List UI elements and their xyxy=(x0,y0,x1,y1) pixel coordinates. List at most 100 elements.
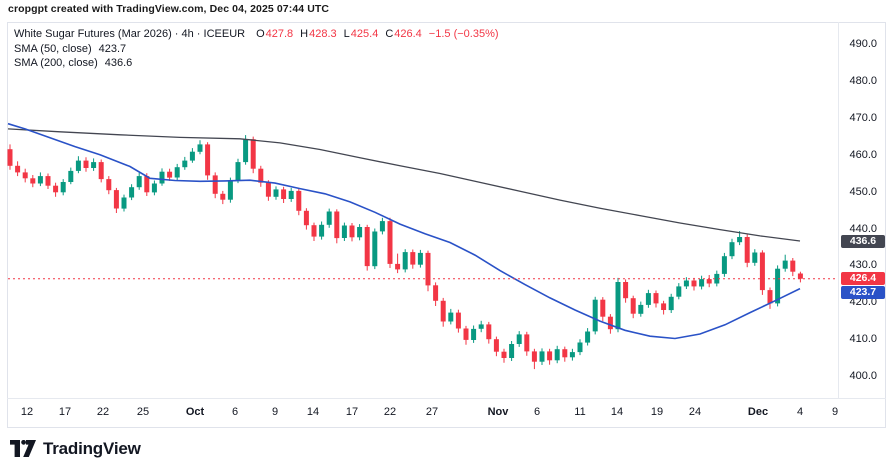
chart-plot-area[interactable] xyxy=(7,22,838,398)
candle xyxy=(440,297,446,327)
candle xyxy=(623,279,629,303)
high-label: H xyxy=(300,28,309,40)
close-label: C xyxy=(385,28,394,40)
candle xyxy=(585,328,591,346)
price-tick-label: 400.0 xyxy=(849,370,877,383)
candle xyxy=(516,331,522,347)
price-tick-label: 460.0 xyxy=(849,148,877,161)
time-axis-separator xyxy=(7,398,886,399)
sma200-value: 436.6 xyxy=(104,57,133,69)
candle xyxy=(554,345,560,364)
candle xyxy=(258,165,264,187)
candle xyxy=(607,314,613,334)
candle xyxy=(486,321,492,344)
price-badge: 426.4 xyxy=(841,272,885,286)
candle xyxy=(189,148,195,163)
time-tick-label: 22 xyxy=(383,406,397,418)
candle xyxy=(501,348,507,363)
candle xyxy=(569,348,575,361)
candle xyxy=(645,289,651,308)
time-tick-label: 24 xyxy=(688,406,702,418)
candle xyxy=(75,156,81,174)
candle xyxy=(311,222,317,241)
time-tick-label: 9 xyxy=(271,406,279,418)
high-value: 428.3 xyxy=(309,28,337,40)
candle xyxy=(303,208,309,230)
time-scale[interactable]: 12 17 22 25 Oct 6 9 14 17 22 27 Nov 6 11 14 19 24 Dec 4 9 xyxy=(7,398,838,428)
time-tick-label: Nov xyxy=(487,406,509,418)
candle xyxy=(235,158,241,184)
open-label: O xyxy=(256,28,265,40)
time-tick-label: 9 xyxy=(831,406,839,418)
candle xyxy=(113,187,119,213)
candle xyxy=(106,176,112,195)
candle xyxy=(167,168,173,181)
time-tick-label: 25 xyxy=(136,406,150,418)
price-scale[interactable]: 490.0 480.0 470.0 460.0 450.0 440.0 430.0 420.0… xyxy=(838,22,889,398)
candle xyxy=(205,142,211,180)
candle xyxy=(341,222,347,241)
time-tick-label: 17 xyxy=(345,406,359,418)
candle xyxy=(326,208,332,228)
candle xyxy=(53,182,59,197)
legend-sma50-row[interactable]: SMA (50, close) 423.7 xyxy=(14,42,499,57)
candle xyxy=(714,270,720,287)
candle xyxy=(364,224,370,271)
chart-legend: White Sugar Futures (Mar 2026) · 4h · IC… xyxy=(14,27,499,71)
candle xyxy=(790,258,796,277)
candle xyxy=(592,296,598,335)
candle xyxy=(349,223,355,242)
candle xyxy=(417,249,423,268)
candle xyxy=(797,271,803,283)
candle xyxy=(630,295,636,319)
candle xyxy=(668,293,674,313)
candle xyxy=(547,348,553,365)
sma200-label: SMA (200, close) xyxy=(14,57,98,69)
candle xyxy=(334,209,340,244)
low-label: L xyxy=(343,28,350,40)
candle xyxy=(699,275,705,290)
legend-sma200-row[interactable]: SMA (200, close) 436.6 xyxy=(14,56,499,71)
candle xyxy=(265,180,271,201)
time-tick-label: 6 xyxy=(231,406,239,418)
candle xyxy=(425,250,431,292)
attribution-text: cropgpt created with TradingView.com, De… xyxy=(8,3,330,15)
candle xyxy=(493,336,499,357)
price-axis-separator xyxy=(838,22,839,398)
time-tick-label: Dec xyxy=(747,406,769,418)
close-value: 426.4 xyxy=(394,28,422,40)
change-value: −1.5 (−0.35%) xyxy=(428,28,499,40)
candle xyxy=(676,283,682,300)
candle xyxy=(767,287,773,309)
candle xyxy=(379,217,385,235)
low-value: 425.4 xyxy=(350,28,379,40)
candle xyxy=(121,194,127,212)
candles-layer xyxy=(7,135,803,370)
candle xyxy=(136,172,142,190)
candle xyxy=(159,168,165,186)
candle xyxy=(357,224,363,241)
price-tick-label: 480.0 xyxy=(849,74,877,87)
candle xyxy=(250,136,256,174)
candle xyxy=(402,249,408,273)
time-tick-label: 11 xyxy=(574,406,586,418)
candle xyxy=(729,238,735,260)
price-tick-label: 450.0 xyxy=(849,185,877,198)
candle xyxy=(759,250,765,295)
candle xyxy=(296,188,302,216)
candle xyxy=(683,277,689,289)
candle xyxy=(22,168,28,183)
candle xyxy=(721,252,727,277)
open-value: 427.8 xyxy=(265,28,294,40)
candle xyxy=(531,348,537,370)
candle xyxy=(212,172,218,199)
candle xyxy=(744,234,750,268)
candle xyxy=(129,184,135,201)
price-tick-label: 440.0 xyxy=(849,222,877,235)
candle xyxy=(174,163,180,181)
candle xyxy=(151,180,157,196)
legend-symbol-row[interactable]: White Sugar Futures (Mar 2026) · 4h · IC… xyxy=(14,27,499,42)
candle xyxy=(197,140,203,155)
candle xyxy=(45,173,51,189)
tradingview-branding[interactable]: TradingView xyxy=(10,439,141,459)
